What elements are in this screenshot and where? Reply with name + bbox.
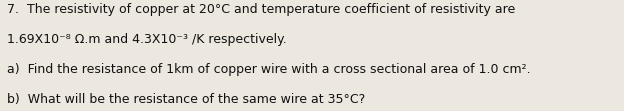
Text: b)  What will be the resistance of the same wire at 35°C?: b) What will be the resistance of the sa… (7, 93, 366, 106)
Text: 1.69X10⁻⁸ Ω.m and 4.3X10⁻³ /K respectively.: 1.69X10⁻⁸ Ω.m and 4.3X10⁻³ /K respective… (7, 33, 287, 46)
Text: 7.  The resistivity of copper at 20°C and temperature coefficient of resistivity: 7. The resistivity of copper at 20°C and… (7, 3, 516, 16)
Text: a)  Find the resistance of 1km of copper wire with a cross sectional area of 1.0: a) Find the resistance of 1km of copper … (7, 63, 531, 76)
